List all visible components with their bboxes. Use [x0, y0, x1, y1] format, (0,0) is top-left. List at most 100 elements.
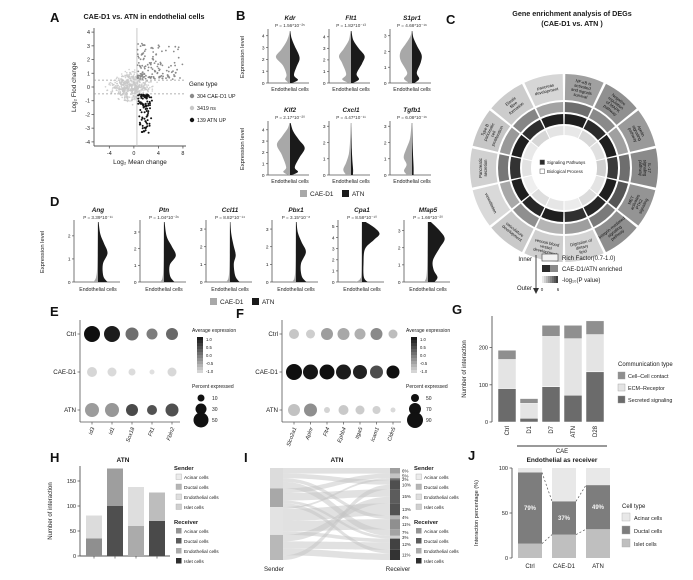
svg-text:Endothelial cells: Endothelial cells [332, 87, 370, 93]
svg-text:0: 0 [485, 420, 488, 426]
svg-text:Ephb4: Ephb4 [337, 427, 348, 444]
svg-text:Ductal cells: Ductal cells [424, 485, 449, 491]
svg-text:2: 2 [323, 58, 326, 64]
svg-text:100: 100 [67, 504, 76, 510]
svg-text:Endothelial cells: Endothelial cells [393, 179, 431, 185]
svg-text:0: 0 [73, 554, 76, 560]
svg-text:50: 50 [502, 511, 508, 517]
svg-text:Endothelial cells: Endothelial cells [145, 287, 183, 293]
panel-a-ma-plot: CAE-D1 vs. ATN in endothelial cells -4 -3 -… [36, 6, 238, 188]
svg-text:100: 100 [499, 466, 508, 472]
svg-text:-4: -4 [107, 151, 112, 157]
svg-text:Cldn5: Cldn5 [387, 426, 398, 442]
svg-text:4: 4 [87, 30, 90, 36]
svg-text:ATN: ATN [352, 191, 365, 198]
svg-text:49%: 49% [592, 505, 605, 511]
svg-text:Sender: Sender [174, 466, 194, 472]
panel-b-violin-plots: Kdr P = 1.56*10⁻²⁵ 0 1 2 3 4 Endothelial cells F… [238, 4, 434, 200]
svg-text:-log₁₀(P value): -log₁₀(P value) [562, 278, 600, 284]
svg-text:-3: -3 [85, 126, 90, 132]
svg-text:Flt4: Flt4 [323, 427, 332, 438]
svg-text:Flt1: Flt1 [345, 15, 357, 22]
svg-text:2%: 2% [402, 477, 408, 482]
sender-receiver-legend: Sender Acinar cells Ductal cells Endothelia… [174, 466, 219, 565]
svg-text:CAE-D1: CAE-D1 [310, 191, 334, 198]
svg-text:Expression level: Expression level [240, 128, 246, 170]
svg-text:0: 0 [541, 287, 544, 292]
svg-text:Aplnr: Aplnr [305, 426, 316, 442]
svg-text:Ductal cells: Ductal cells [634, 529, 662, 535]
svg-text:304 CAE-D1 UP: 304 CAE-D1 UP [197, 94, 236, 100]
svg-text:1: 1 [200, 262, 203, 268]
svg-text:Ang: Ang [91, 207, 105, 214]
svg-text:Endothelial cells: Endothelial cells [79, 287, 117, 293]
svg-text:2: 2 [68, 234, 71, 240]
svg-text:8: 8 [181, 151, 184, 157]
svg-text:0: 0 [332, 280, 335, 286]
communication-type-legend: Communication type Cell–Cell contact ECM–R… [617, 362, 673, 404]
svg-text:-1.0: -1.0 [420, 369, 428, 374]
svg-text:2: 2 [262, 57, 265, 63]
svg-text:Itga5: Itga5 [355, 426, 365, 440]
svg-text:Sender: Sender [264, 566, 284, 573]
svg-text:Id3: Id3 [88, 426, 97, 436]
svg-text:2: 2 [323, 140, 326, 146]
svg-text:3: 3 [262, 139, 265, 145]
svg-text:2: 2 [266, 245, 269, 251]
svg-text:Acinar cells: Acinar cells [634, 516, 662, 522]
svg-text:Acinar cells: Acinar cells [424, 475, 449, 481]
svg-text:Mfap5: Mfap5 [419, 207, 438, 214]
svg-text:Ctrl: Ctrl [505, 426, 511, 435]
condition-legend: CAE-D1 ATN [300, 190, 365, 198]
svg-text:0.5: 0.5 [420, 345, 426, 350]
svg-text:P = 1.66*10⁻²⁰: P = 1.66*10⁻²⁰ [413, 215, 443, 220]
svg-text:Fbln2: Fbln2 [166, 427, 176, 442]
svg-text:Endothelial cells: Endothelial cells [343, 287, 381, 293]
svg-text:15%: 15% [402, 494, 411, 499]
gene-type-legend: Gene type 304 CAE-D1 UP 3419 ns 139 ATN UP [189, 81, 236, 124]
panel-g-letter: G [452, 302, 463, 317]
svg-text:Islet cells: Islet cells [634, 542, 657, 548]
svg-text:METactivatesPTK2signaling: METactivatesPTK2signaling [625, 191, 649, 215]
condition-legend: CAE-D1 ATN [210, 298, 275, 306]
svg-text:venous bloodvesseldevelopment: venous bloodvesseldevelopment [532, 237, 560, 257]
panel-j-percent-bars: Endothelial as receiver 0 50 100 Interaction… [466, 452, 693, 578]
svg-text:0: 0 [68, 280, 71, 286]
svg-text:0: 0 [262, 173, 265, 179]
svg-text:3: 3 [398, 228, 401, 234]
svg-text:3: 3 [134, 230, 137, 236]
svg-text:ATN: ATN [592, 564, 604, 570]
svg-text:4: 4 [262, 34, 265, 40]
svg-text:P = 3.39*10⁻¹¹: P = 3.39*10⁻¹¹ [83, 215, 113, 220]
panel-g-stacked-bars: 0 100 200 Number of interaction Ctrl D1 D7 ATN D… [452, 304, 693, 454]
svg-text:Cpa1: Cpa1 [354, 207, 370, 214]
svg-text:Signaling Pathways: Signaling Pathways [547, 160, 586, 165]
svg-text:1: 1 [266, 262, 269, 268]
svg-text:Log₂ Flod change: Log₂ Flod change [71, 62, 78, 113]
svg-text:Communication type: Communication type [618, 362, 673, 368]
svg-text:3: 3 [323, 46, 326, 52]
svg-text:0: 0 [132, 151, 135, 157]
svg-text:0: 0 [200, 280, 203, 286]
svg-text:2: 2 [384, 140, 387, 146]
svg-text:1: 1 [323, 157, 326, 163]
svg-text:Ductal cells: Ductal cells [424, 539, 449, 545]
panel-e-letter: E [50, 304, 59, 319]
svg-text:90: 90 [426, 418, 432, 424]
svg-text:Endothelial cells: Endothelial cells [393, 87, 431, 93]
svg-text:Islet cells: Islet cells [184, 559, 204, 565]
svg-text:37%: 37% [558, 516, 571, 522]
svg-text:-0.5: -0.5 [420, 361, 428, 366]
svg-text:P = 6.08*10⁻¹⁶: P = 6.08*10⁻¹⁶ [397, 115, 427, 120]
svg-text:2: 2 [134, 246, 137, 252]
svg-text:2: 2 [87, 58, 90, 64]
panel-d-letter: D [50, 194, 60, 209]
svg-text:P = 2.17*10⁻²⁰: P = 2.17*10⁻²⁰ [275, 115, 305, 120]
svg-text:Gene type: Gene type [189, 81, 218, 88]
svg-text:Ccl11: Ccl11 [222, 207, 239, 214]
svg-text:ATN: ATN [117, 457, 130, 464]
svg-text:5%: 5% [402, 473, 408, 478]
svg-text:Klf2: Klf2 [284, 107, 297, 114]
svg-text:Endothelial cells: Endothelial cells [184, 549, 219, 555]
panel-c-letter: C [446, 12, 456, 27]
